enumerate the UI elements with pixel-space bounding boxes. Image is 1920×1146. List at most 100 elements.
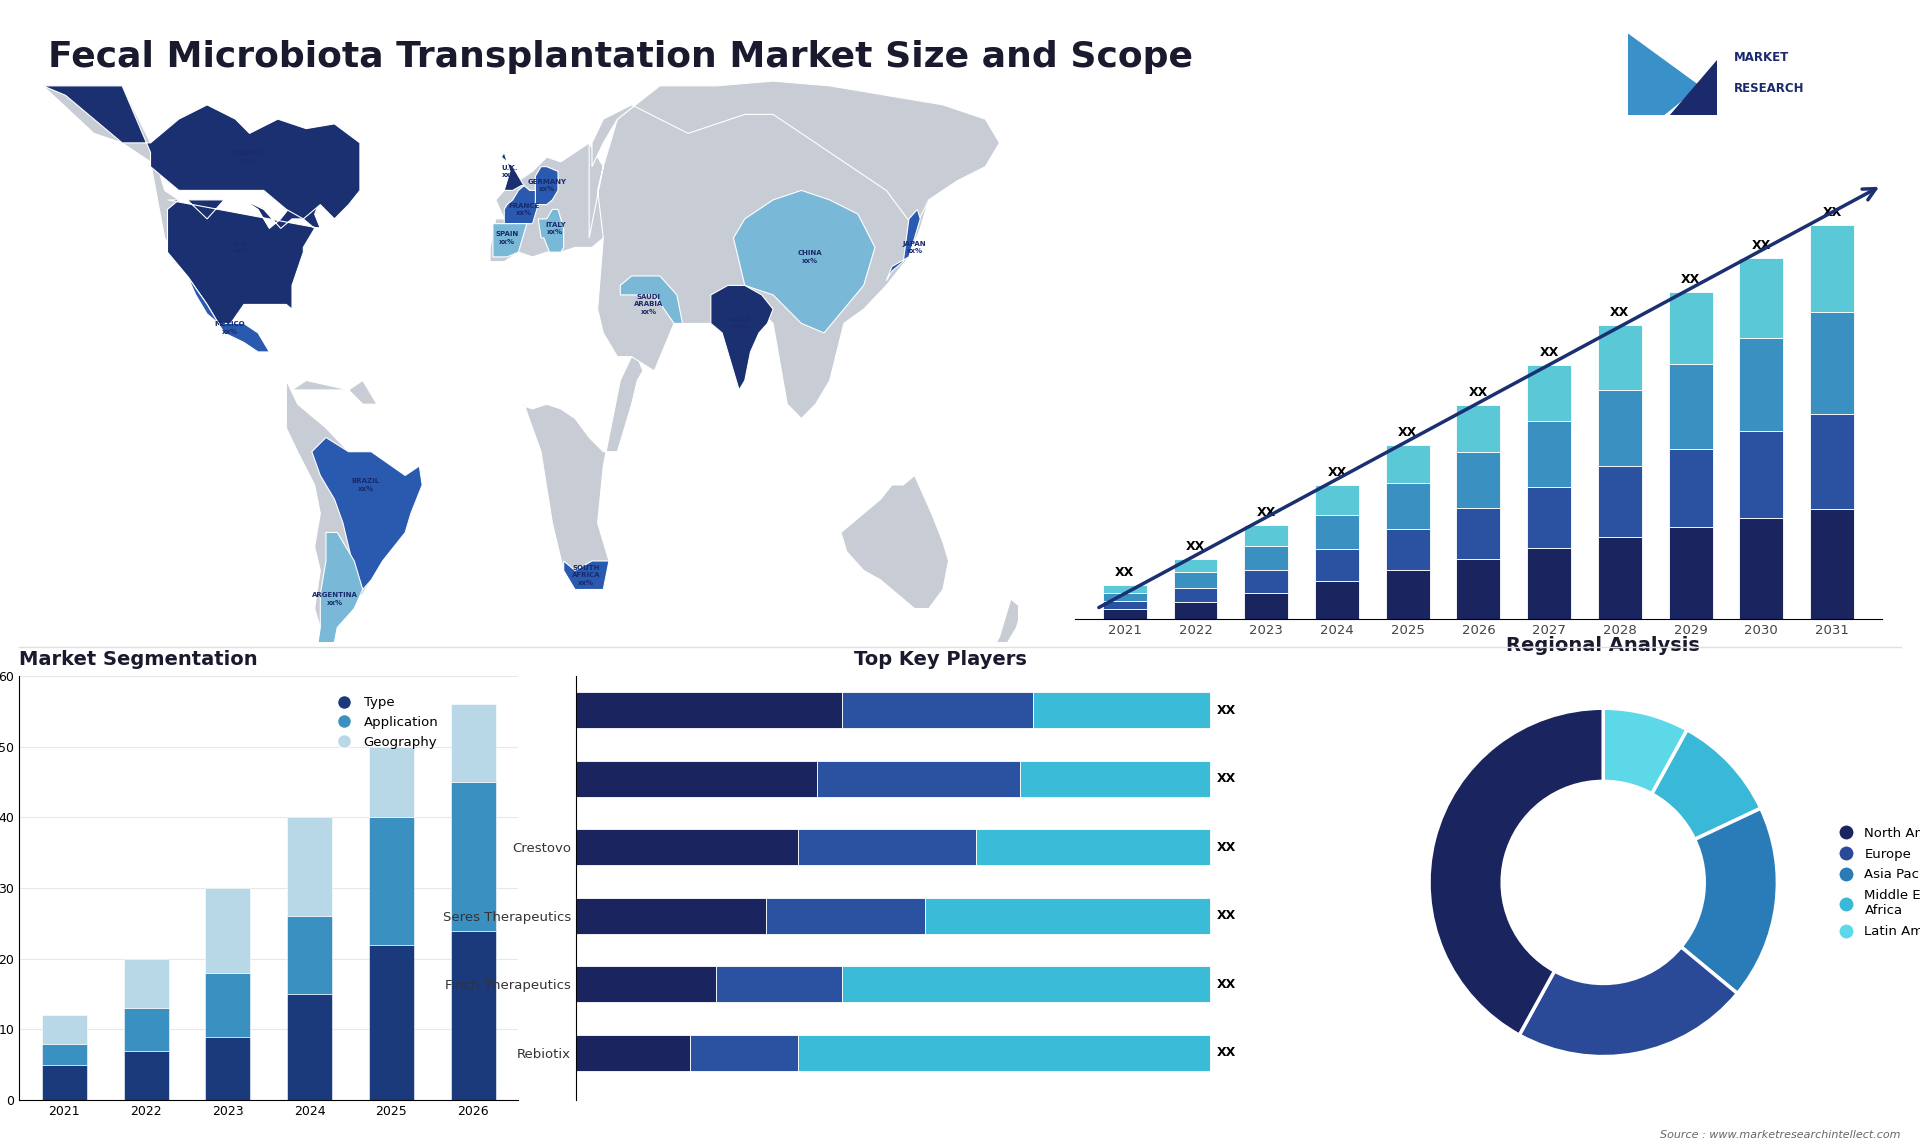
- Bar: [1102, 602, 1146, 610]
- Bar: [369, 817, 415, 944]
- Wedge shape: [1519, 947, 1738, 1057]
- Bar: [1173, 602, 1217, 619]
- Bar: [1315, 485, 1359, 515]
- Text: JAPAN
xx%: JAPAN xx%: [902, 241, 927, 254]
- Wedge shape: [1682, 808, 1778, 994]
- Polygon shape: [315, 533, 363, 684]
- Bar: [205, 1036, 250, 1100]
- Wedge shape: [1651, 730, 1761, 839]
- Bar: [1597, 390, 1642, 466]
- Polygon shape: [538, 210, 564, 252]
- Wedge shape: [1428, 708, 1603, 1035]
- Polygon shape: [1645, 60, 1716, 144]
- Bar: [42, 1015, 86, 1044]
- Bar: [123, 1051, 169, 1100]
- Polygon shape: [467, 285, 643, 589]
- Polygon shape: [733, 190, 876, 333]
- Bar: [1740, 518, 1784, 619]
- Bar: [205, 973, 250, 1036]
- Bar: [843, 692, 1033, 729]
- Bar: [1740, 258, 1784, 338]
- Text: CHINA
xx%: CHINA xx%: [797, 250, 822, 264]
- Bar: [369, 747, 415, 817]
- Polygon shape: [493, 223, 526, 257]
- Text: XX: XX: [1327, 466, 1346, 479]
- Text: XX: XX: [1682, 273, 1701, 285]
- Bar: [1173, 588, 1217, 602]
- Bar: [1102, 586, 1146, 592]
- Bar: [716, 966, 843, 1003]
- Bar: [1526, 421, 1571, 487]
- Legend: North America, Europe, Asia Pacific, Middle East &
Africa, Latin America: North America, Europe, Asia Pacific, Mid…: [1828, 822, 1920, 943]
- Bar: [1386, 446, 1430, 484]
- Polygon shape: [591, 81, 1000, 228]
- Bar: [818, 761, 1020, 796]
- Polygon shape: [1628, 33, 1701, 144]
- Bar: [925, 897, 1210, 934]
- Bar: [1244, 592, 1288, 619]
- Bar: [1597, 536, 1642, 619]
- Polygon shape: [589, 81, 929, 418]
- Bar: [1597, 466, 1642, 536]
- Text: XX: XX: [1751, 240, 1770, 252]
- Text: CANADA
xx%: CANADA xx%: [230, 150, 263, 164]
- Polygon shape: [167, 199, 321, 333]
- Bar: [288, 994, 332, 1100]
- Bar: [1526, 487, 1571, 548]
- Bar: [1315, 549, 1359, 581]
- Bar: [1173, 572, 1217, 588]
- Bar: [369, 944, 415, 1100]
- Bar: [1668, 449, 1713, 527]
- Bar: [1020, 761, 1210, 796]
- Bar: [1740, 338, 1784, 431]
- Text: XX: XX: [1217, 978, 1236, 990]
- Bar: [1102, 610, 1146, 619]
- Text: XX: XX: [1469, 386, 1488, 399]
- Polygon shape: [501, 152, 524, 190]
- Polygon shape: [505, 186, 538, 223]
- Polygon shape: [841, 476, 948, 609]
- Bar: [451, 783, 495, 931]
- Text: SOUTH
AFRICA
xx%: SOUTH AFRICA xx%: [572, 565, 601, 586]
- Bar: [288, 917, 332, 994]
- Title: Regional Analysis: Regional Analysis: [1507, 636, 1699, 654]
- Bar: [576, 830, 799, 865]
- Bar: [42, 1065, 86, 1100]
- Text: XX: XX: [1187, 540, 1206, 552]
- Bar: [451, 705, 495, 782]
- Bar: [975, 830, 1210, 865]
- Bar: [1597, 325, 1642, 390]
- Polygon shape: [710, 285, 774, 390]
- Bar: [1173, 559, 1217, 572]
- Bar: [1386, 571, 1430, 619]
- Text: ITALY
xx%: ITALY xx%: [545, 221, 566, 235]
- Bar: [288, 817, 332, 917]
- Title: Top Key Players: Top Key Players: [854, 650, 1027, 669]
- Text: MARKET: MARKET: [1734, 50, 1789, 64]
- Text: XX: XX: [1217, 1046, 1236, 1059]
- Text: BRAZIL
xx%: BRAZIL xx%: [351, 478, 380, 492]
- Bar: [1740, 431, 1784, 518]
- Text: RESEARCH: RESEARCH: [1734, 83, 1805, 95]
- Bar: [1102, 592, 1146, 602]
- Polygon shape: [536, 166, 559, 205]
- Bar: [1457, 508, 1500, 559]
- Circle shape: [1501, 782, 1705, 983]
- Text: Source : www.marketresearchintellect.com: Source : www.marketresearchintellect.com: [1661, 1130, 1901, 1140]
- Text: INDIA
xx%: INDIA xx%: [728, 316, 751, 330]
- Polygon shape: [42, 86, 359, 219]
- Polygon shape: [490, 143, 609, 261]
- Bar: [1033, 692, 1210, 729]
- Bar: [1244, 545, 1288, 571]
- Text: U.K.
xx%: U.K. xx%: [501, 165, 518, 178]
- Bar: [689, 1035, 799, 1070]
- Wedge shape: [1603, 708, 1688, 794]
- Polygon shape: [188, 276, 269, 352]
- Bar: [1457, 559, 1500, 619]
- Text: GERMANY
xx%: GERMANY xx%: [528, 179, 566, 193]
- Bar: [205, 888, 250, 973]
- Legend: Type, Application, Geography: Type, Application, Geography: [324, 691, 444, 754]
- Bar: [451, 931, 495, 1100]
- Bar: [1668, 527, 1713, 619]
- Bar: [1244, 525, 1288, 545]
